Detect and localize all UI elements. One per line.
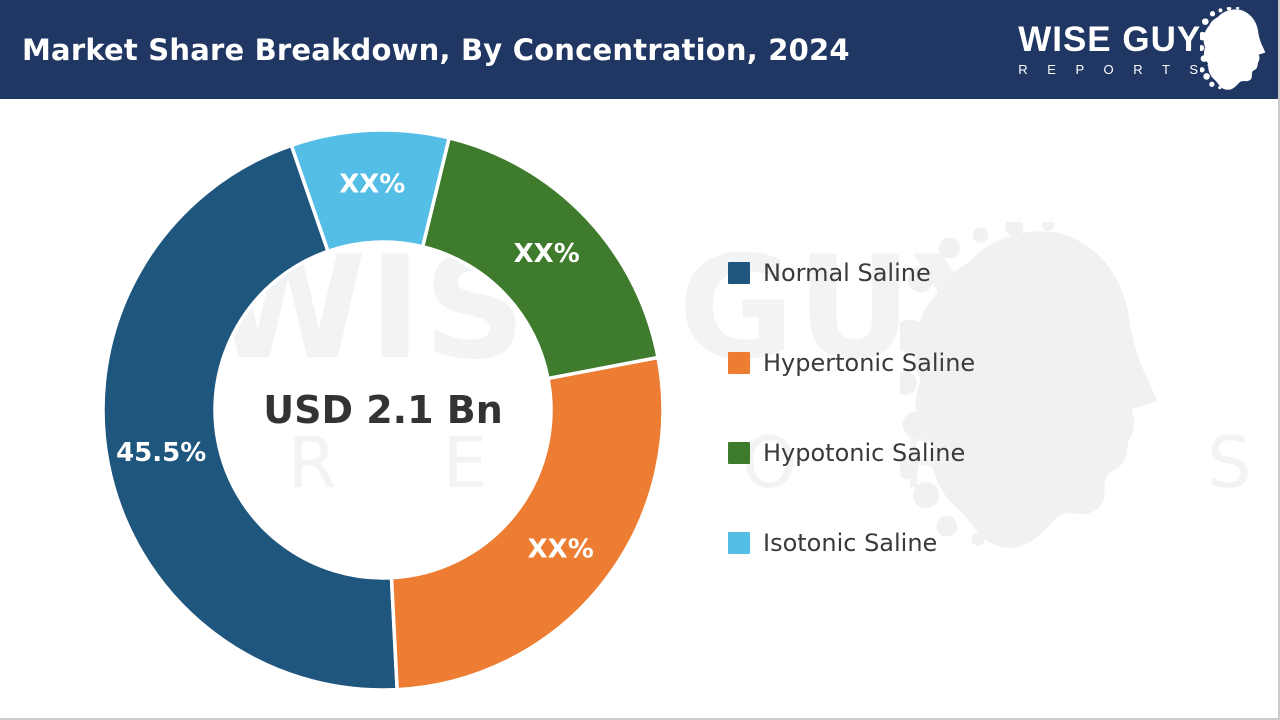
legend-item-hypertonic-saline: Hypertonic Saline bbox=[728, 349, 976, 377]
chart-legend: Normal Saline Hypertonic Saline Hypotoni… bbox=[728, 259, 976, 557]
segment-value-label: XX% bbox=[339, 169, 405, 199]
legend-swatch-normal-saline bbox=[728, 262, 750, 284]
header-bar: Market Share Breakdown, By Concentration… bbox=[0, 0, 1278, 99]
legend-swatch-hypertonic-saline bbox=[728, 352, 750, 374]
chart-center-value: USD 2.1 Bn bbox=[263, 388, 503, 432]
legend-item-normal-saline: Normal Saline bbox=[728, 259, 975, 287]
legend-swatch-hypotonic-saline bbox=[728, 442, 750, 464]
logo-face-icon bbox=[1200, 6, 1266, 94]
wise-guy-reports-logo: WISE GUY R E P O R T S bbox=[1018, 6, 1266, 94]
legend-item-isotonic-saline: Isotonic Saline bbox=[728, 529, 975, 557]
legend-label: Isotonic Saline bbox=[763, 529, 938, 557]
legend-item-hypotonic-saline: Hypotonic Saline bbox=[728, 439, 975, 467]
legend-label: Hypertonic Saline bbox=[763, 349, 976, 377]
legend-label: Hypotonic Saline bbox=[763, 439, 966, 467]
legend-swatch-isotonic-saline bbox=[728, 532, 750, 554]
segment-value-label: 45.5% bbox=[116, 438, 206, 468]
segment-value-label: XX% bbox=[528, 535, 594, 565]
legend-label: Normal Saline bbox=[763, 259, 931, 287]
logo-subtitle: R E P O R T S bbox=[1018, 62, 1206, 77]
logo-wordmark: WISE GUY bbox=[1018, 20, 1202, 59]
page-title: Market Share Breakdown, By Concentration… bbox=[22, 32, 850, 67]
